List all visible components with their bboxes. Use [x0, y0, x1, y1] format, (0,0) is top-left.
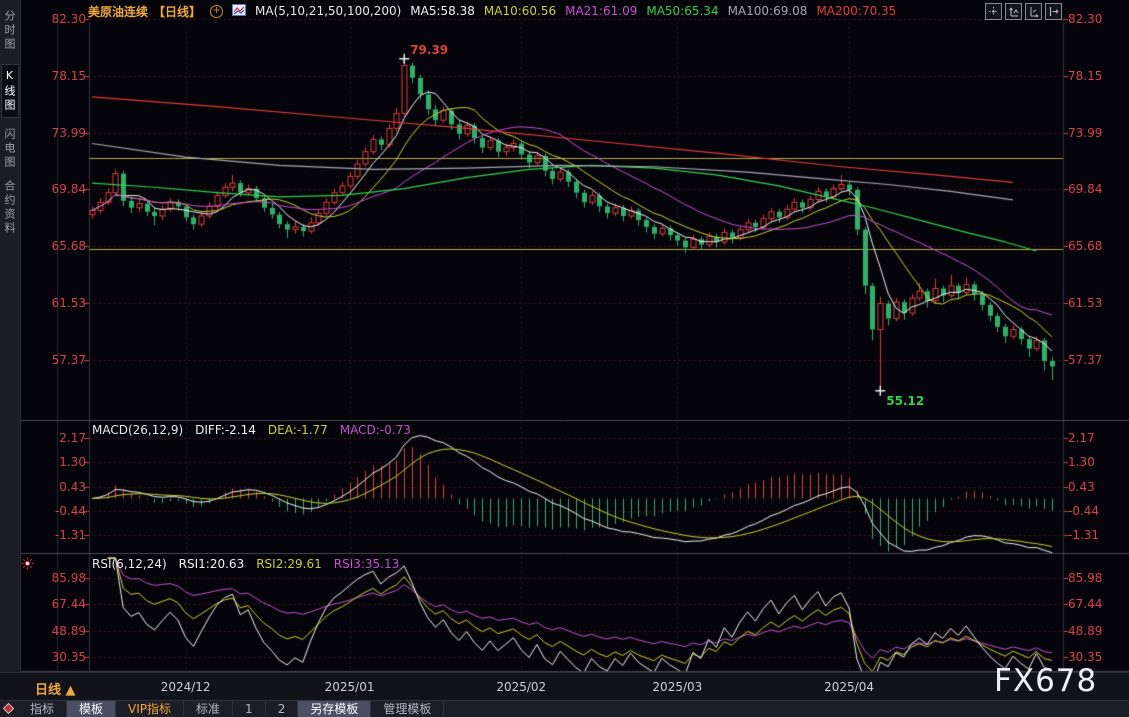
price-axis-label: 85.98	[51, 571, 86, 585]
price-axis-label: 48.89	[51, 623, 86, 638]
ma100-value: MA100:69.08	[727, 4, 808, 18]
bottom-toolbar: 指标 模板 VIP指标 标准 1 2 另存模板 管理模板	[0, 700, 1129, 717]
price-axis-label: 1.30	[1068, 455, 1095, 470]
timeline-date-label: 2025/04	[824, 680, 874, 694]
price-axis-label: 30.35	[1068, 650, 1103, 664]
ma-settings-label: MA(5,10,21,50,100,200)	[255, 4, 402, 18]
rsi3-value: RSI3:35.13	[333, 557, 400, 571]
price-axis-label: 69.84	[51, 182, 86, 197]
macd-panel-header: MACD(26,12,9) DIFF:-2.14 DEA:-1.77 MACD:…	[92, 423, 411, 437]
price-axis-label: -0.44	[1068, 503, 1100, 518]
pan-right-icon[interactable]	[1045, 3, 1062, 20]
price-axis-label: 1.30	[59, 455, 86, 470]
macd-diff-value: DIFF:-2.14	[195, 423, 256, 437]
price-axis-label: 2.17	[1068, 431, 1095, 445]
toolbar-page-2[interactable]: 2	[266, 701, 299, 717]
macd-title: MACD(26,12,9)	[92, 423, 184, 437]
sidebar-item-kline-chart[interactable]: K线图	[1, 64, 19, 118]
chart-tool-buttons	[985, 3, 1062, 20]
zoom-x-axis-icon[interactable]	[1025, 3, 1042, 20]
add-indicator-icon[interactable]: +	[210, 4, 224, 18]
symbol-name[interactable]: 美原油连续	[88, 4, 149, 19]
price-axis-label: -0.44	[54, 503, 86, 518]
zoom-y-axis-icon[interactable]	[1005, 3, 1022, 20]
toolbar-corner-icon	[2, 702, 15, 717]
price-axis-label: 73.99	[1068, 125, 1103, 140]
period-tag: 【日线】	[153, 4, 202, 19]
price-axis-label: 57.37	[51, 353, 86, 367]
price-axis-label: 61.53	[51, 296, 86, 311]
price-axis-label: 0.43	[1068, 479, 1095, 494]
price-axis-label: 73.99	[51, 125, 86, 140]
price-axis-label: 67.44	[51, 597, 86, 612]
price-axis-label: 57.37	[1068, 353, 1103, 367]
alert-marker-icon[interactable]	[21, 557, 34, 573]
rsi-panel-header: RSI(6,12,24) RSI1:20.63 RSI2:29.61 RSI3:…	[92, 557, 399, 571]
chart-type-sidebar: 分时图 K线图 闪电图 合约资料	[0, 0, 21, 672]
toolbar-page-1[interactable]: 1	[233, 701, 266, 717]
price-axis-label: 65.68	[1068, 239, 1103, 254]
price-axis-label: 61.53	[1068, 296, 1103, 311]
timeline-date-label: 2025/01	[324, 680, 375, 694]
ma5-value: MA5:58.38	[410, 4, 475, 18]
ma200-value: MA200:70.35	[816, 4, 897, 18]
toolbar-save-template-button[interactable]: 另存模板	[298, 701, 372, 717]
price-axis-label: 30.35	[51, 650, 86, 664]
price-axis-label: 85.98	[1068, 571, 1103, 585]
price-axis-label: 78.15	[1068, 68, 1103, 83]
price-axis-label: 0.43	[59, 479, 86, 494]
move-icon[interactable]	[985, 3, 1002, 20]
period-selector[interactable]: 日线 ▲	[35, 683, 76, 698]
sidebar-item-contract-info[interactable]: 合约资料	[3, 180, 16, 236]
mini-chart-icon[interactable]	[232, 3, 247, 19]
sidebar-item-time-chart[interactable]: 分时图	[3, 10, 16, 52]
high-price-annotation: 79.39	[410, 42, 449, 57]
chart-header: 美原油连续 【日线】 + MA(5,10,21,50,100,200) MA5:…	[88, 2, 896, 20]
price-axis-label: -1.31	[54, 528, 86, 542]
toolbar-tab-standard[interactable]: 标准	[184, 701, 234, 717]
price-axis-label: -1.31	[1068, 528, 1100, 542]
toolbar-tab-templates[interactable]: 模板	[67, 701, 117, 717]
timeline-date-label: 2025/03	[652, 680, 703, 694]
timeline-date-label: 2025/02	[496, 680, 547, 694]
price-axis-label: 78.15	[51, 68, 86, 83]
fx678-watermark: FX678	[994, 663, 1098, 699]
low-price-annotation: 55.12	[886, 393, 925, 408]
price-axis-label: 2.17	[59, 431, 86, 445]
price-axis-label: 82.30	[1068, 12, 1103, 26]
timeline-date-label: 2024/12	[160, 680, 211, 694]
macd-dea-value: DEA:-1.77	[267, 423, 328, 437]
price-axis-label: 48.89	[1068, 623, 1103, 638]
macd-macd-value: MACD:-0.73	[339, 423, 411, 437]
rsi1-value: RSI1:20.63	[178, 557, 245, 571]
sidebar-item-lightning-chart[interactable]: 闪电图	[3, 128, 16, 170]
toolbar-manage-templates-button[interactable]: 管理模板	[371, 701, 445, 717]
price-axis-label: 69.84	[1068, 182, 1103, 197]
ma21-value: MA21:61.09	[565, 4, 638, 18]
price-axis-label: 67.44	[1068, 597, 1103, 612]
price-axis-label: 65.68	[51, 239, 86, 254]
timeline-bar: 日线 ▲ 2024/12 2025/01 2025/02 2025/03 2025/04	[0, 672, 1129, 701]
rsi-title: RSI(6,12,24)	[92, 557, 167, 571]
ma50-value: MA50:65.34	[646, 4, 719, 18]
rsi2-value: RSI2:29.61	[256, 557, 322, 571]
toolbar-tab-vip-indicators[interactable]: VIP指标	[116, 701, 185, 717]
ma10-value: MA10:60.56	[483, 4, 557, 18]
toolbar-tab-indicators[interactable]: 指标	[18, 701, 68, 717]
price-axis-label: 82.30	[51, 12, 86, 26]
